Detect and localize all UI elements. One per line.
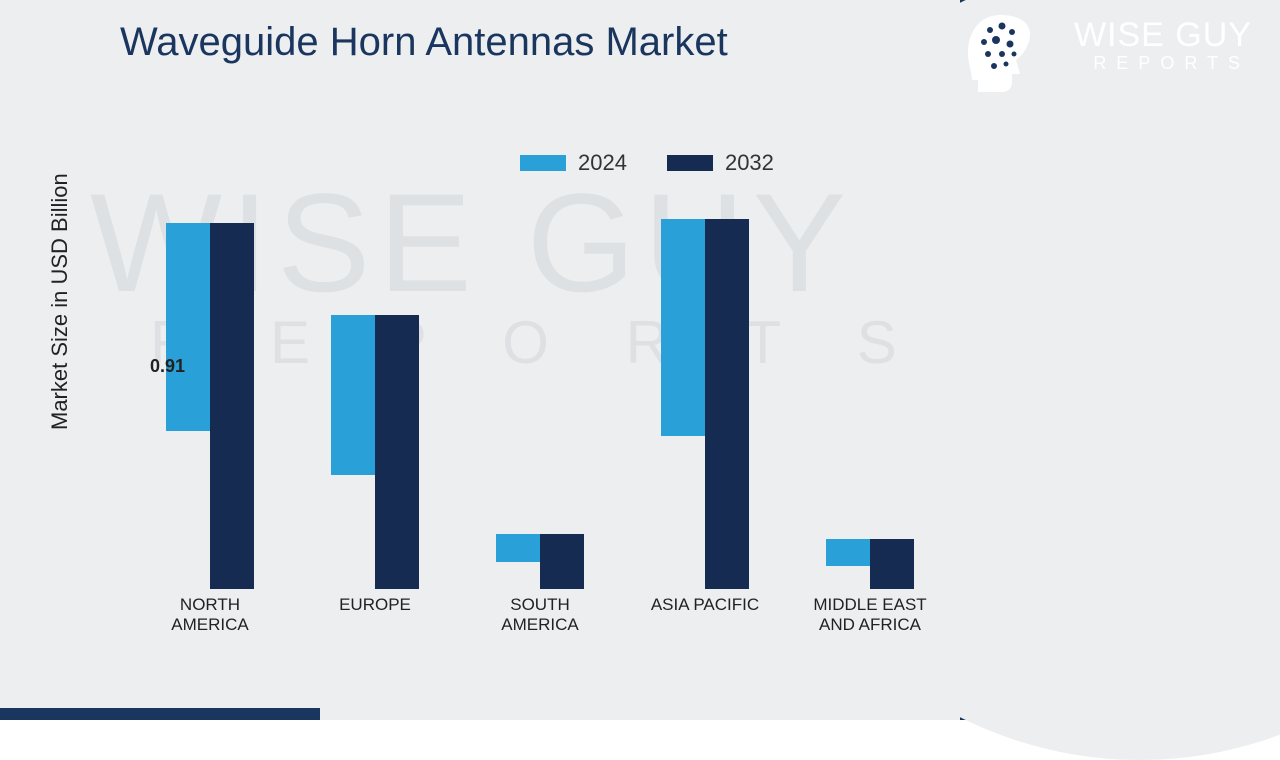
bar-2032: [540, 534, 584, 589]
legend: 2024 2032: [520, 150, 774, 176]
chart-title: Waveguide Horn Antennas Market: [120, 20, 728, 65]
bar-group: EUROPE: [315, 315, 435, 589]
brand-sub: REPORTS: [1074, 54, 1252, 72]
category-label: ASIA PACIFIC: [640, 595, 770, 615]
legend-swatch-2032: [667, 155, 713, 171]
bar-2024: [661, 219, 705, 436]
plot-region: NORTH AMERICA0.91 EUROPE SOUTH AMERICA ASIA…: [130, 190, 930, 590]
bar-2032: [870, 539, 914, 589]
brand-main: WISE GUY: [1074, 18, 1252, 52]
bar-2024: [826, 539, 870, 566]
bar-2032: [375, 315, 419, 589]
bar-2032: [210, 223, 254, 589]
category-label: MIDDLE EAST AND AFRICA: [805, 595, 935, 636]
category-label: SOUTH AMERICA: [475, 595, 605, 636]
chart-area: Market Size in USD Billion 2024 2032 NOR…: [50, 150, 950, 690]
bar-2024: [331, 315, 375, 475]
bar-group: NORTH AMERICA0.91: [150, 223, 270, 589]
value-label: 0.91: [150, 356, 185, 377]
legend-swatch-2024: [520, 155, 566, 171]
bar-2024: [496, 534, 540, 561]
legend-label-2024: 2024: [578, 150, 627, 176]
legend-item-2024: 2024: [520, 150, 627, 176]
bar-group: MIDDLE EAST AND AFRICA: [810, 539, 930, 589]
bar-2024: [166, 223, 210, 431]
bar-group: SOUTH AMERICA: [480, 534, 600, 589]
bar-group: ASIA PACIFIC: [645, 219, 765, 589]
legend-item-2032: 2032: [667, 150, 774, 176]
y-axis-label: Market Size in USD Billion: [47, 410, 73, 430]
brand-head-icon: [960, 10, 1040, 100]
bar-2032: [705, 219, 749, 589]
bottom-accent-bar: [0, 708, 320, 720]
category-label: NORTH AMERICA: [145, 595, 275, 636]
brand-logo: WISE GUY REPORTS: [1074, 18, 1252, 72]
page-root: WISE GUY REPORTS Waveguide Horn Antennas…: [0, 0, 1280, 720]
category-label: EUROPE: [310, 595, 440, 615]
legend-label-2032: 2032: [725, 150, 774, 176]
